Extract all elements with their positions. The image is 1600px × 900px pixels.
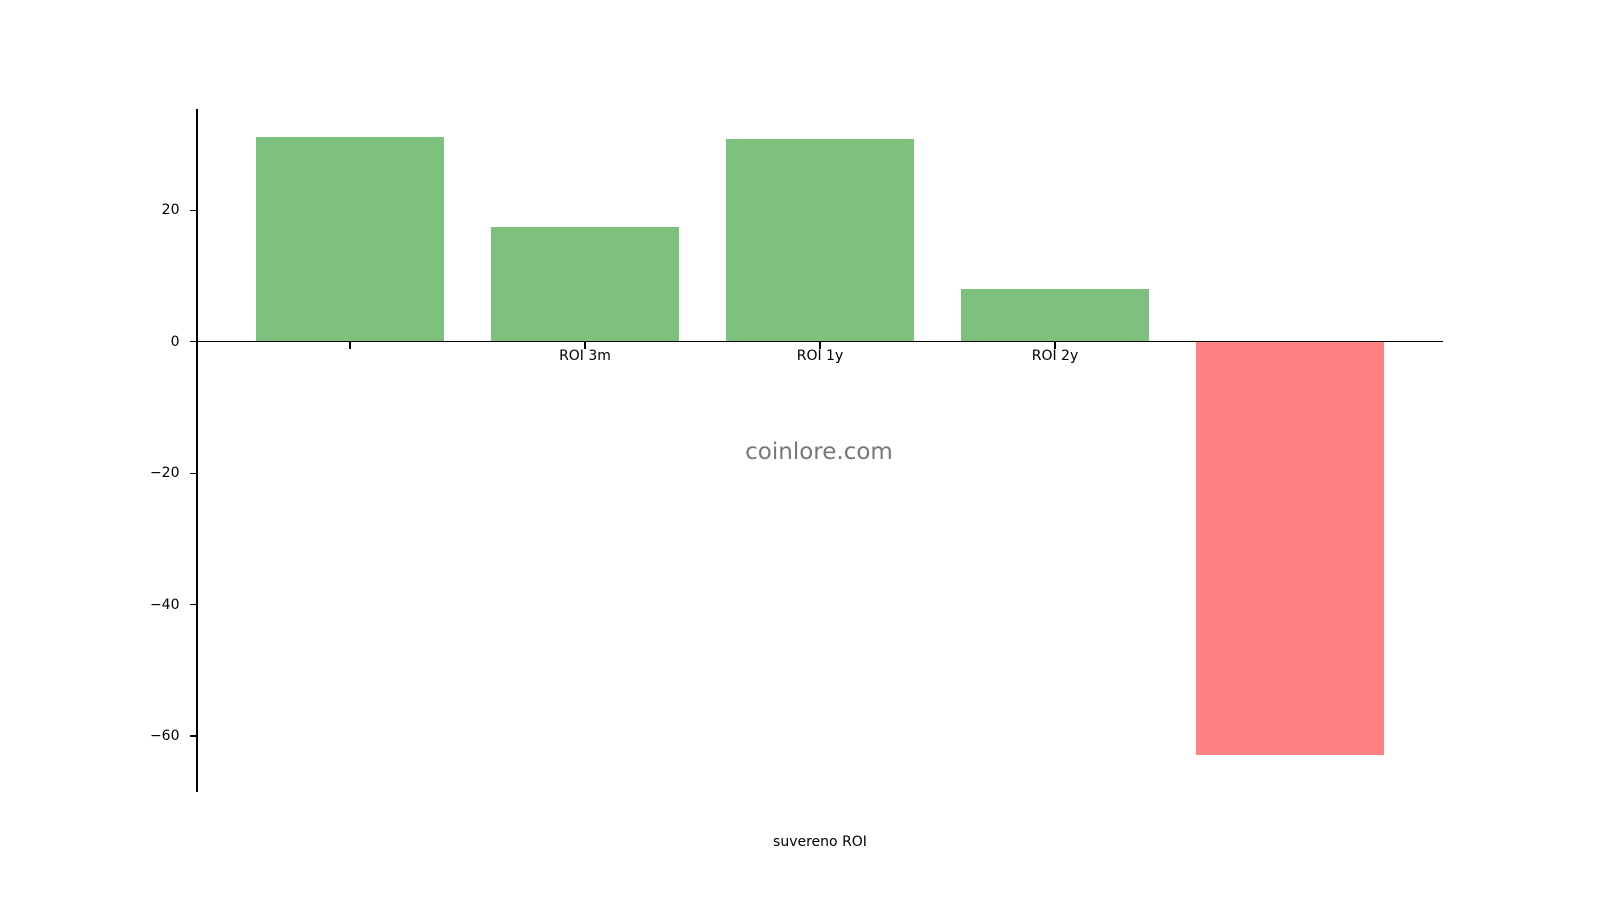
roi-bar: [491, 226, 679, 342]
x-tick-label: ROI 3m: [559, 347, 611, 364]
x-tick-mark: [819, 342, 821, 349]
y-tick-mark: [189, 341, 196, 343]
y-tick-label: 20: [161, 202, 180, 219]
roi-bar: [1196, 341, 1384, 755]
y-tick-label: −40: [149, 596, 180, 613]
y-tick-label: −20: [149, 465, 180, 482]
y-tick-mark: [189, 735, 196, 737]
y-tick-mark: [189, 472, 196, 474]
y-tick-mark: [189, 209, 196, 211]
x-tick-mark: [349, 342, 351, 349]
x-tick-label: ROI 1y: [796, 347, 844, 364]
x-axis-title: suvereno ROI: [773, 834, 867, 850]
roi-bar: [961, 289, 1149, 342]
x-tick-mark: [1054, 342, 1056, 349]
watermark-text: coinlore.com: [745, 439, 893, 465]
x-axis-zero-line: [196, 340, 1443, 343]
y-tick-mark: [189, 604, 196, 606]
y-tick-label: 0: [170, 333, 180, 350]
y-tick-label: −60: [149, 728, 180, 745]
roi-bar: [726, 139, 914, 342]
y-axis-spine: [196, 109, 198, 792]
roi-bar: [256, 137, 444, 342]
x-tick-label: ROI 2y: [1031, 347, 1079, 364]
x-tick-mark: [584, 342, 586, 349]
